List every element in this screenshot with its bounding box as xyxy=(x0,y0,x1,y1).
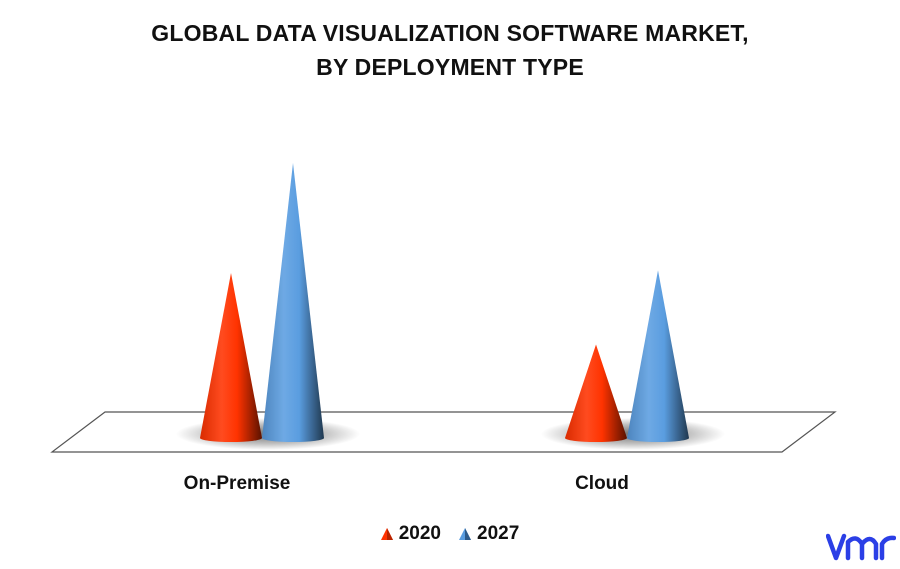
cone-cloud-2027 xyxy=(627,270,689,442)
cone-body xyxy=(200,273,262,442)
cone-on-premise-2020 xyxy=(200,273,262,442)
chart-title-line1: GLOBAL DATA VISUALIZATION SOFTWARE MARKE… xyxy=(151,20,749,46)
chart-title-line2: BY DEPLOYMENT TYPE xyxy=(316,54,584,80)
legend-label-2027: 2027 xyxy=(477,523,520,544)
legend: 2020 2027 xyxy=(0,523,900,545)
cone-cloud-2020 xyxy=(565,344,627,442)
legend-swatch-2027 xyxy=(459,528,471,540)
chart-title: GLOBAL DATA VISUALIZATION SOFTWARE MARKE… xyxy=(0,16,900,84)
legend-label-2020: 2020 xyxy=(398,523,441,544)
vmr-logo xyxy=(826,533,896,561)
cone-body xyxy=(565,344,627,442)
legend-item-2020: 2020 xyxy=(380,523,441,545)
x-tick-label: Cloud xyxy=(575,473,629,494)
legend-swatch-2020 xyxy=(380,528,393,540)
cone-body xyxy=(262,163,324,442)
cone-body xyxy=(627,270,689,442)
cone-on-premise-2027 xyxy=(262,163,324,442)
legend-item-2027: 2027 xyxy=(459,523,519,545)
x-tick-label: On-Premise xyxy=(184,473,291,494)
